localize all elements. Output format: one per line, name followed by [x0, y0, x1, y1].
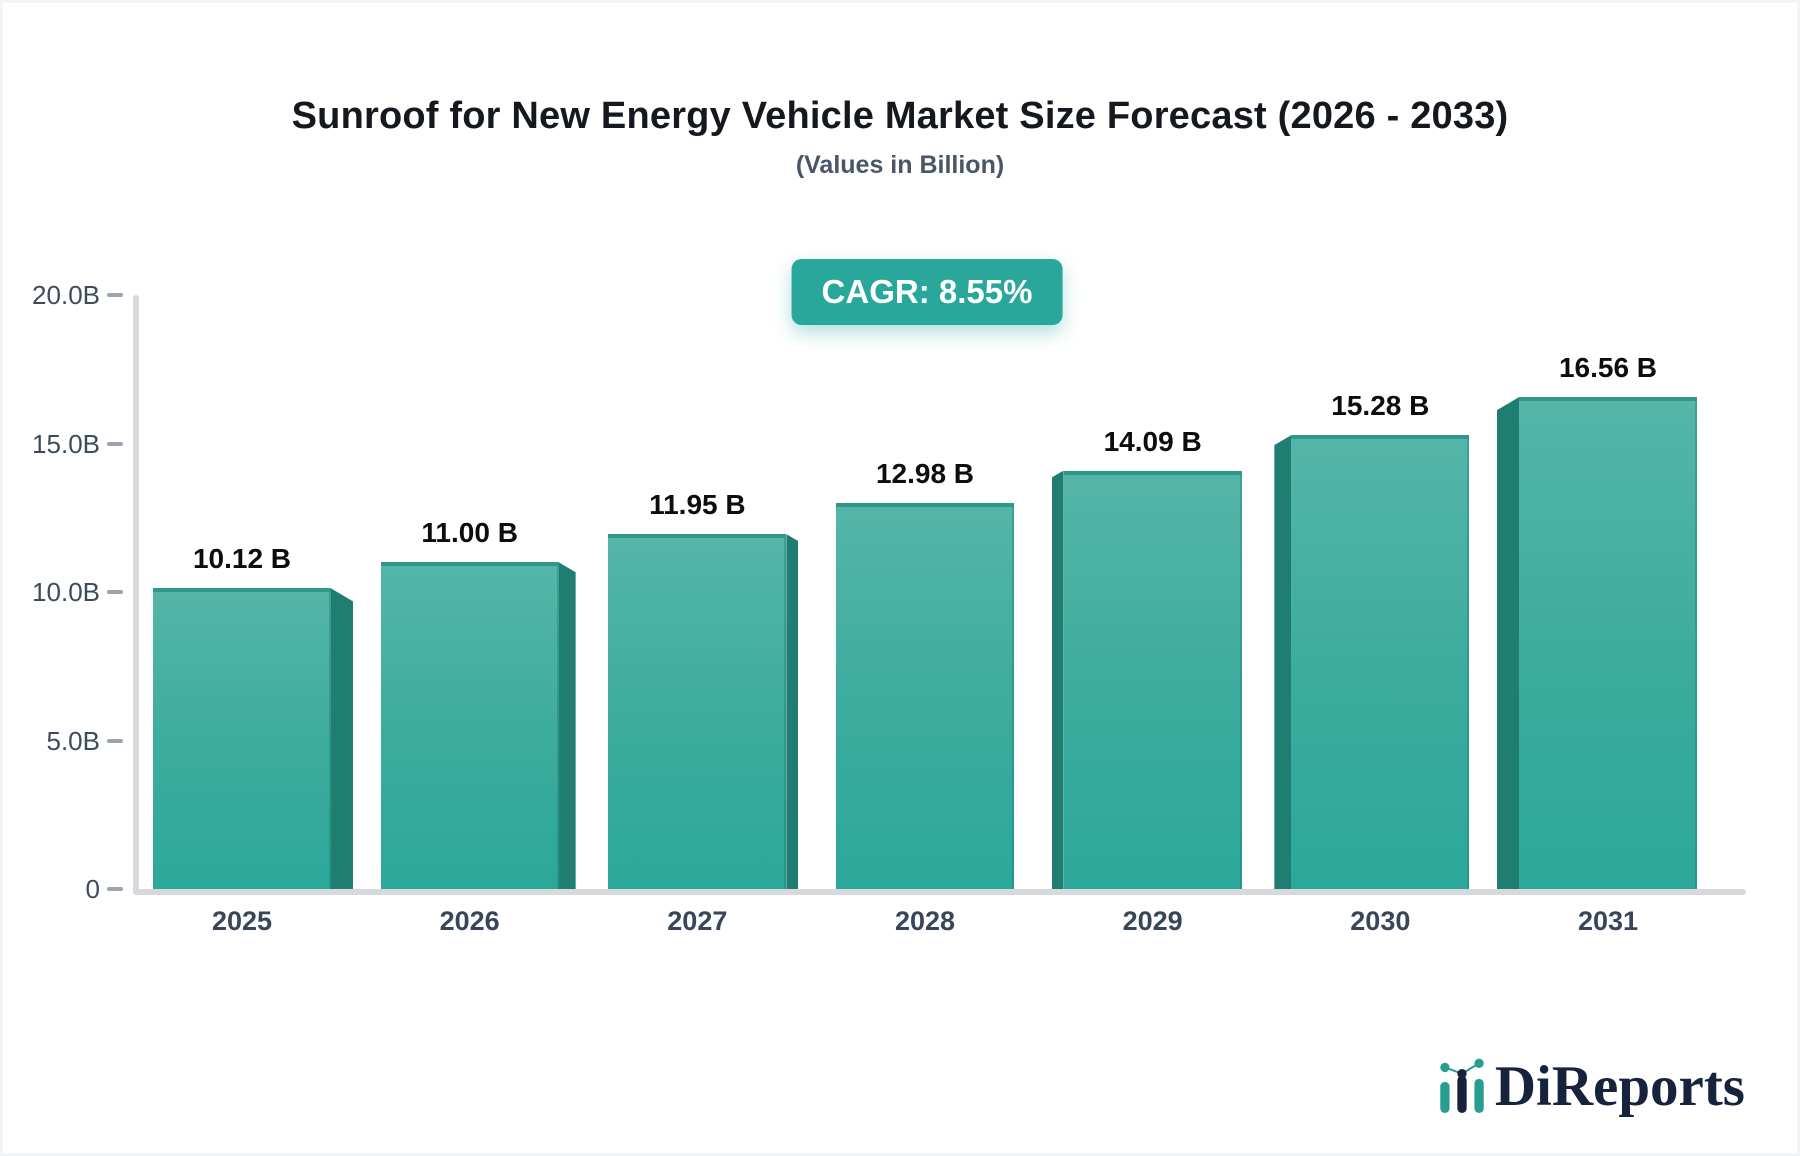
- bar-value-label-2028: 12.98 B: [875, 458, 975, 490]
- x-axis-label-2026: 2026: [439, 906, 500, 936]
- x-axis-label-2031: 2031: [1577, 906, 1639, 936]
- bar-value-label-2031: 16.56 B: [1558, 352, 1658, 384]
- bar-2028: [836, 503, 1014, 889]
- bar-2030: [1291, 435, 1470, 889]
- y-tick-label: 0: [85, 874, 100, 904]
- y-tick-label: 5.0B: [46, 725, 101, 756]
- logo: DiReports: [1439, 1054, 1745, 1118]
- x-axis-line: [133, 889, 1746, 895]
- bar-2026: [380, 562, 559, 889]
- bar-side-2026: [558, 562, 576, 889]
- bar-2029: [1063, 470, 1242, 889]
- x-axis-label-2030: 2030: [1350, 906, 1411, 936]
- bar-value-label-2027: 11.95 B: [649, 489, 746, 521]
- y-tick-mark: [107, 590, 123, 594]
- bar-value-label-2025: 10.12 B: [192, 543, 292, 575]
- x-axis-label-2028: 2028: [894, 906, 956, 936]
- bar-side-2029: [1051, 470, 1064, 889]
- direports-logo-icon: [1440, 1058, 1484, 1113]
- chart-title: Sunroof for New Energy Vehicle Market Si…: [291, 95, 1509, 137]
- y-tick-label: 20.0B: [32, 280, 100, 310]
- x-axis-label-2027: 2027: [667, 906, 728, 936]
- chart-subtitle: (Values in Billion): [795, 151, 1005, 179]
- y-axis-line: [133, 295, 139, 895]
- logo-text: DiReports: [1494, 1054, 1745, 1118]
- y-tick-mark: [107, 887, 123, 891]
- cagr-badge: CAGR: 8.55%: [791, 259, 1063, 325]
- bar-side-2027: [786, 534, 799, 889]
- bar-value-label-2030: 15.28 B: [1331, 390, 1430, 422]
- bar-value-label-2029: 14.09 B: [1103, 425, 1202, 457]
- bar-side-2031: [1497, 397, 1519, 889]
- y-tick-label: 10.0B: [32, 577, 100, 607]
- x-axis-label-2025: 2025: [211, 906, 273, 936]
- x-axis-label-2029: 2029: [1122, 906, 1183, 936]
- bar-2031: [1519, 397, 1697, 889]
- y-tick-mark: [107, 293, 123, 297]
- bar-value-label-2026: 11.00 B: [421, 517, 518, 549]
- bar-side-2025: [331, 588, 353, 889]
- y-tick-label: 15.0B: [32, 428, 100, 459]
- y-tick-mark: [107, 738, 123, 743]
- y-tick-mark: [107, 441, 123, 446]
- bar-2027: [608, 534, 787, 889]
- bar-2025: [153, 588, 331, 889]
- bar-side-2030: [1274, 435, 1292, 889]
